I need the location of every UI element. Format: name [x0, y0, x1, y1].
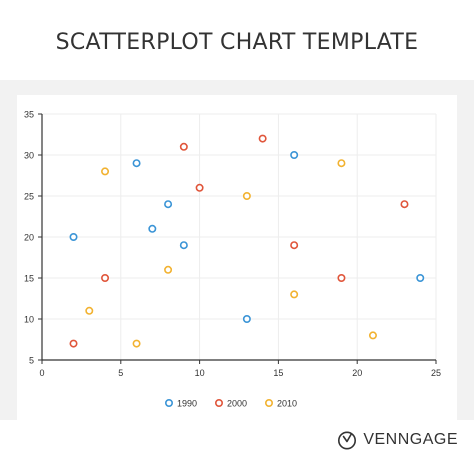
y-tick-label: 5 [29, 356, 34, 366]
data-point-2010 [290, 290, 299, 299]
plot-background [17, 95, 457, 420]
data-point-2010 [242, 192, 251, 201]
data-point-2010 [164, 265, 173, 274]
x-tick-label: 15 [273, 368, 283, 378]
page-title: SCATTERPLOT CHART TEMPLATE [55, 30, 419, 55]
legend-marker-1990 [165, 398, 174, 407]
y-tick-label: 15 [24, 274, 34, 284]
y-tick-label: 25 [24, 192, 34, 202]
data-point-1990 [148, 224, 157, 233]
legend-item-2010[interactable]: 2010 [264, 398, 297, 409]
legend-marker-2010 [264, 398, 273, 407]
x-tick-label: 5 [118, 368, 123, 378]
legend-marker-2000 [215, 398, 224, 407]
grid-lines [42, 113, 437, 360]
data-point-1990 [290, 151, 299, 160]
y-tick-label: 10 [24, 315, 34, 325]
x-tick-label: 20 [352, 368, 362, 378]
data-point-2000 [195, 183, 204, 192]
brand-name: VENNGAGE [363, 431, 458, 448]
legend-label: 2000 [227, 399, 247, 409]
data-point-2000 [101, 273, 110, 282]
x-tick-label: 10 [195, 368, 205, 378]
data-point-2010 [85, 306, 94, 315]
data-point-2010 [101, 167, 110, 176]
data-point-2000 [290, 241, 299, 250]
venngage-logo-icon [337, 430, 357, 450]
data-point-1990 [164, 200, 173, 209]
data-point-1990 [69, 233, 78, 242]
data-point-2000 [179, 142, 188, 151]
axes [38, 113, 437, 364]
data-point-1990 [242, 314, 251, 323]
data-point-1990 [416, 273, 425, 282]
data-point-2000 [69, 339, 78, 348]
data-point-2000 [400, 200, 409, 209]
data-point-1990 [132, 159, 141, 168]
legend-label: 2010 [277, 399, 297, 409]
x-tick-label: 0 [39, 368, 44, 378]
y-tick-label: 30 [24, 151, 34, 161]
data-points [69, 134, 425, 348]
legend-item-2000[interactable]: 2000 [215, 398, 247, 409]
legend[interactable]: 1990 2000 2010 [165, 398, 297, 409]
venngage-brand[interactable]: VENNGAGE [337, 430, 458, 450]
data-point-2010 [368, 331, 377, 340]
data-point-1990 [179, 241, 188, 250]
data-point-2010 [337, 159, 346, 168]
legend-label: 1990 [177, 399, 197, 409]
data-point-2010 [132, 339, 141, 348]
y-tick-label: 35 [24, 110, 34, 120]
data-point-2000 [337, 273, 346, 282]
y-tick-label: 20 [24, 233, 34, 243]
x-tick-label: 25 [431, 368, 441, 378]
legend-item-1990[interactable]: 1990 [165, 398, 197, 409]
data-point-2000 [258, 134, 267, 143]
